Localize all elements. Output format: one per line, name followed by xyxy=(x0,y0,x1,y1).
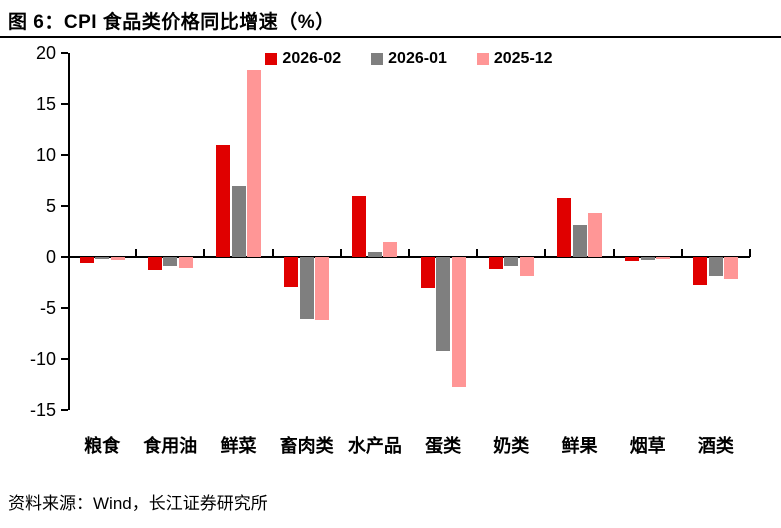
x-axis-category-label: 畜肉类 xyxy=(279,436,334,456)
legend-label: 2026-01 xyxy=(388,50,447,67)
bar xyxy=(231,185,246,257)
legend-swatch-icon xyxy=(265,53,278,65)
x-axis-category-label: 奶类 xyxy=(493,436,530,456)
x-axis-category-label: 蛋类 xyxy=(425,436,462,456)
bar xyxy=(436,257,451,351)
x-axis-category-label: 鲜果 xyxy=(561,436,598,456)
bar xyxy=(519,257,534,277)
bar xyxy=(95,257,110,260)
x-axis-tick xyxy=(271,249,274,257)
x-axis-tick xyxy=(612,249,615,257)
bar xyxy=(147,257,162,271)
y-axis-tick-label: -10 xyxy=(29,349,56,369)
y-axis-tick xyxy=(61,256,68,258)
bar xyxy=(178,257,193,269)
bar xyxy=(572,225,587,257)
x-axis-category-label: 鲜菜 xyxy=(220,436,257,456)
y-axis-tick-label: -15 xyxy=(29,400,56,420)
x-axis-category-label: 酒类 xyxy=(697,436,734,456)
bar xyxy=(299,257,314,320)
x-axis-tick xyxy=(544,249,547,257)
x-axis-zero-line xyxy=(68,256,750,258)
legend-item: 2026-01 xyxy=(371,50,447,68)
title-underline xyxy=(0,36,781,38)
bar xyxy=(315,257,330,321)
bar xyxy=(488,257,503,270)
legend-label: 2026-02 xyxy=(282,50,342,67)
y-axis-tick xyxy=(61,358,68,360)
x-axis-tick xyxy=(749,249,751,257)
y-axis-tick-label: -5 xyxy=(39,298,56,318)
bar xyxy=(247,70,261,257)
legend-item: 2025-12 xyxy=(476,50,553,68)
legend-swatch-icon xyxy=(476,53,489,65)
bar xyxy=(693,257,708,285)
y-axis-tick xyxy=(61,103,68,105)
y-axis-tick-label: 10 xyxy=(35,145,56,165)
bar xyxy=(352,195,367,257)
figure-title: 图 6：CPI 食品类价格同比增速（%） xyxy=(8,12,335,33)
y-axis-tick xyxy=(61,205,68,207)
y-axis-tick-label: 15 xyxy=(35,94,56,114)
x-axis-tick xyxy=(680,249,683,257)
x-axis-tick xyxy=(135,249,138,257)
y-axis-tick xyxy=(61,409,68,411)
source-note: 资料来源：Wind，长江证券研究所 xyxy=(8,494,268,513)
legend-swatch-icon xyxy=(371,53,384,65)
bar xyxy=(383,241,398,257)
chart-legend: 2026-02 2026-01 2025-12 xyxy=(68,50,750,68)
legend-label: 2025-12 xyxy=(493,50,553,67)
x-axis-tick xyxy=(408,249,410,257)
x-axis-category-label: 烟草 xyxy=(629,436,666,456)
bar xyxy=(216,144,230,257)
y-axis-tick-label: 0 xyxy=(45,247,56,267)
y-axis-tick xyxy=(61,307,68,309)
bar xyxy=(588,213,602,257)
bar xyxy=(625,257,640,262)
bar xyxy=(110,257,125,261)
y-axis-tick xyxy=(61,52,68,54)
bar xyxy=(640,257,655,261)
bar xyxy=(367,251,382,257)
x-axis-category-label: 水产品 xyxy=(347,436,402,456)
bar-chart: 2026-02 2026-01 2025-12 20 15 10 5 0 -5 -10 -15 粮食… xyxy=(0,38,781,478)
bar xyxy=(504,257,519,267)
y-axis-tick xyxy=(61,154,68,156)
bar xyxy=(451,257,466,387)
bar xyxy=(420,257,435,288)
x-axis-category-label: 食用油 xyxy=(143,436,198,456)
y-axis-line xyxy=(68,53,70,410)
y-axis-tick-label: 20 xyxy=(35,43,56,63)
bar xyxy=(557,197,571,257)
y-axis-tick-label: 5 xyxy=(45,196,56,216)
x-axis-tick xyxy=(203,249,206,257)
x-axis-tick xyxy=(476,249,479,257)
bar xyxy=(724,257,739,280)
bar xyxy=(163,257,178,267)
bar xyxy=(284,257,299,287)
x-axis-tick xyxy=(339,249,342,257)
bar xyxy=(708,257,723,277)
legend-item: 2026-02 xyxy=(265,50,341,68)
bar xyxy=(79,257,94,264)
x-axis-category-label: 粮食 xyxy=(84,436,121,456)
bar xyxy=(656,257,671,260)
